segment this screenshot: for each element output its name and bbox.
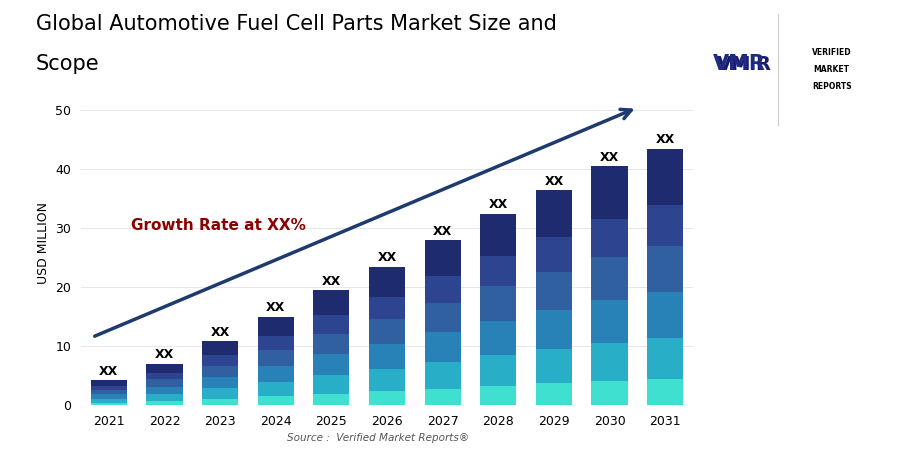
Bar: [647, 246, 683, 292]
Text: VMR: VMR: [714, 54, 766, 74]
Bar: [536, 383, 572, 405]
Bar: [481, 321, 517, 355]
Text: XX: XX: [211, 326, 230, 339]
Text: XX: XX: [600, 151, 619, 164]
Bar: [91, 386, 127, 390]
Bar: [591, 300, 627, 343]
Bar: [591, 257, 627, 300]
Bar: [481, 214, 517, 256]
Bar: [369, 319, 405, 344]
Text: XX: XX: [321, 275, 341, 288]
Text: Global Automotive Fuel Cell Parts Market Size and: Global Automotive Fuel Cell Parts Market…: [36, 14, 557, 33]
Bar: [536, 310, 572, 349]
Bar: [202, 388, 238, 399]
Bar: [425, 333, 461, 362]
Bar: [257, 317, 293, 336]
Text: REPORTS: REPORTS: [812, 82, 851, 91]
Bar: [147, 379, 183, 387]
Bar: [147, 364, 183, 373]
Bar: [481, 286, 517, 321]
Text: XX: XX: [489, 198, 508, 211]
Bar: [91, 403, 127, 405]
Bar: [536, 272, 572, 310]
Bar: [591, 219, 627, 257]
Bar: [202, 365, 238, 377]
Bar: [536, 190, 572, 237]
Text: MARKET: MARKET: [814, 65, 850, 74]
Bar: [313, 334, 349, 355]
Bar: [481, 256, 517, 286]
Bar: [425, 240, 461, 276]
Text: XX: XX: [266, 302, 285, 314]
Bar: [425, 303, 461, 333]
Bar: [369, 391, 405, 405]
Bar: [425, 276, 461, 303]
Text: XX: XX: [99, 365, 119, 378]
Bar: [257, 396, 293, 405]
Text: XX: XX: [433, 225, 453, 238]
Bar: [369, 344, 405, 369]
Bar: [91, 399, 127, 403]
Bar: [647, 379, 683, 405]
Bar: [202, 399, 238, 405]
Bar: [313, 375, 349, 393]
Bar: [481, 355, 517, 386]
Bar: [591, 166, 627, 219]
Bar: [647, 205, 683, 246]
Bar: [481, 386, 517, 405]
Bar: [647, 338, 683, 379]
Bar: [536, 237, 572, 272]
Bar: [147, 373, 183, 379]
Bar: [257, 336, 293, 350]
Bar: [591, 381, 627, 405]
Text: VERIFIED: VERIFIED: [812, 49, 851, 57]
Bar: [147, 394, 183, 401]
Bar: [147, 387, 183, 394]
Bar: [425, 362, 461, 388]
Bar: [91, 390, 127, 394]
Bar: [257, 350, 293, 366]
Bar: [647, 149, 683, 205]
Bar: [313, 355, 349, 375]
Text: Growth Rate at XX%: Growth Rate at XX%: [131, 218, 306, 233]
Text: XX: XX: [544, 175, 563, 188]
Bar: [536, 349, 572, 383]
Text: XX: XX: [655, 133, 675, 146]
Bar: [202, 342, 238, 356]
Text: Source :  Verified Market Reports®: Source : Verified Market Reports®: [287, 433, 469, 443]
Bar: [202, 377, 238, 388]
Bar: [369, 369, 405, 391]
Text: R: R: [756, 54, 770, 74]
Bar: [369, 297, 405, 319]
Y-axis label: USD MILLION: USD MILLION: [37, 202, 50, 284]
Bar: [313, 315, 349, 334]
Bar: [647, 292, 683, 338]
Bar: [91, 394, 127, 399]
Bar: [91, 380, 127, 386]
Text: VM: VM: [717, 54, 752, 74]
Bar: [257, 382, 293, 396]
Bar: [257, 366, 293, 382]
Text: XX: XX: [155, 348, 174, 361]
Bar: [369, 266, 405, 297]
Bar: [591, 343, 627, 381]
Text: XX: XX: [377, 251, 397, 264]
Bar: [313, 393, 349, 405]
Bar: [313, 290, 349, 315]
Text: Scope: Scope: [36, 54, 100, 74]
Bar: [147, 401, 183, 405]
Bar: [425, 388, 461, 405]
Bar: [202, 356, 238, 365]
